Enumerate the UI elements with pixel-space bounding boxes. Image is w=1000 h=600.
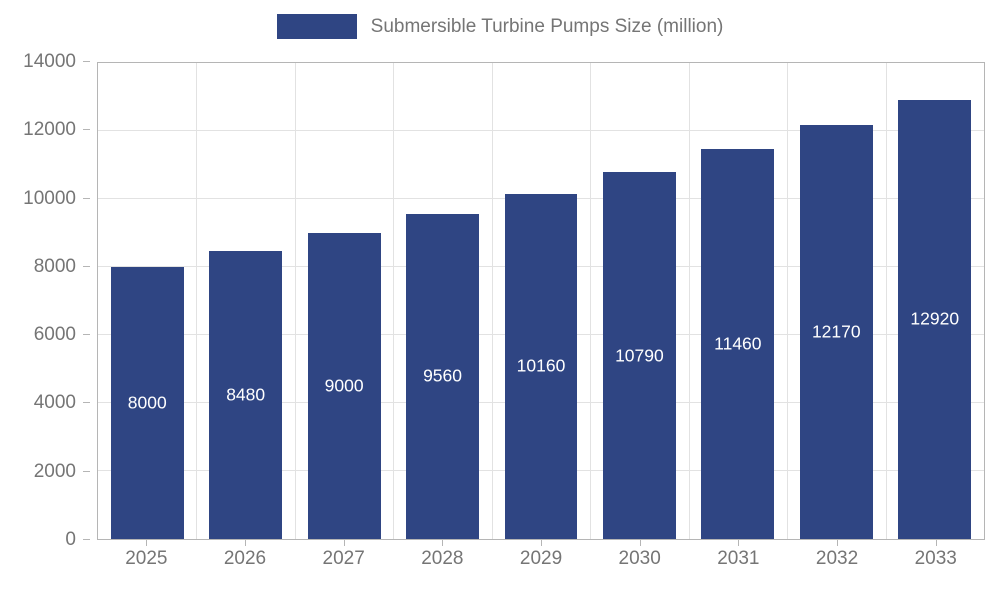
bar-value-label: 11460 — [714, 333, 762, 354]
gridline-vertical — [196, 63, 198, 539]
x-tick-label: 2025 — [125, 548, 168, 569]
gridline-vertical — [787, 63, 789, 539]
bar: 12170 — [799, 125, 873, 539]
x-tick-mark — [343, 540, 345, 546]
x-tick-label: 2031 — [717, 548, 760, 569]
y-axis: 0 2000 4000 6000 8000 10000 12000 14000 — [0, 51, 90, 550]
legend: Submersible Turbine Pumps Size (million) — [0, 14, 1000, 39]
x-tick-label: 2028 — [421, 548, 464, 569]
x-tick-mark — [146, 540, 148, 546]
x-tick-mark — [837, 540, 838, 546]
bar: 8480 — [209, 250, 283, 539]
y-tick-mark — [83, 265, 90, 267]
gridline-horizontal — [98, 130, 984, 131]
plot-area: 8000 8480 9000 9560 10160 10790 11460 12170 1292… — [97, 62, 985, 540]
bar-value-label: 10160 — [516, 355, 566, 376]
y-tick-mark — [83, 61, 90, 62]
bar-value-label: 8000 — [127, 392, 167, 413]
x-tick-mark — [738, 540, 740, 546]
legend-label: Submersible Turbine Pumps Size (million) — [370, 15, 724, 37]
bar-value-label: 12170 — [811, 321, 861, 342]
y-tick-label: 0 — [65, 529, 76, 550]
gridline-vertical — [688, 63, 690, 539]
y-tick-mark — [83, 197, 90, 199]
bar-slot: 9000 — [295, 63, 393, 539]
bar-series: 8000 8480 9000 9560 10160 10790 11460 12170 1292… — [98, 63, 984, 539]
y-tick-label: 4000 — [33, 392, 76, 414]
bar: 10160 — [504, 193, 578, 539]
gridline-vertical — [294, 63, 296, 539]
bar-slot: 9560 — [393, 63, 491, 539]
y-tick-label: 6000 — [33, 324, 76, 346]
bar-slot: 10160 — [492, 63, 590, 539]
x-tick-mark — [442, 540, 444, 546]
x-tick-label: 2027 — [322, 548, 365, 569]
x-tick-label: 2026 — [223, 548, 267, 569]
bar: 9000 — [307, 233, 381, 539]
y-tick-label: 10000 — [23, 187, 76, 209]
gridline-vertical — [393, 63, 395, 539]
bar-slot: 8000 — [98, 63, 196, 539]
gridline-vertical — [885, 63, 887, 539]
legend-swatch — [276, 14, 357, 39]
bar-slot: 8480 — [196, 63, 294, 539]
y-tick-label: 2000 — [33, 460, 76, 482]
bar-slot: 12920 — [886, 63, 984, 539]
x-tick-label: 2030 — [618, 548, 661, 569]
bar-value-label: 10790 — [615, 345, 664, 366]
x-tick-mark — [245, 540, 246, 546]
y-tick-label: 8000 — [33, 255, 76, 277]
bar: 12920 — [898, 99, 972, 539]
y-tick-label: 12000 — [23, 119, 76, 141]
y-tick-mark — [83, 129, 90, 131]
x-tick-mark — [541, 540, 542, 546]
bar-value-label: 9560 — [423, 365, 462, 386]
bar-value-label: 9000 — [324, 375, 364, 396]
y-tick-mark — [83, 539, 90, 540]
y-tick-label: 14000 — [23, 51, 76, 72]
x-axis: 2025 2026 2027 2028 2029 2030 2031 2032 2033 — [97, 548, 985, 582]
x-tick-label: 2033 — [914, 548, 957, 569]
gridline-vertical — [590, 63, 592, 539]
x-tick-mark — [935, 540, 937, 546]
bar-slot: 11460 — [689, 63, 787, 539]
y-tick-mark — [83, 470, 90, 472]
x-tick-label: 2032 — [815, 548, 859, 569]
bar: 8000 — [110, 267, 184, 539]
bar-value-label: 8480 — [226, 384, 266, 405]
bar-slot: 10790 — [590, 63, 688, 539]
gridline-vertical — [491, 63, 493, 539]
bar: 10790 — [602, 172, 676, 539]
x-tick-mark — [639, 540, 641, 546]
bar-slot: 12170 — [787, 63, 885, 539]
bar: 11460 — [701, 149, 775, 539]
x-tick-label: 2029 — [519, 548, 563, 569]
y-tick-mark — [83, 334, 90, 336]
y-tick-mark — [83, 402, 90, 404]
bar: 9560 — [406, 213, 479, 539]
bar-value-label: 12920 — [910, 308, 960, 329]
